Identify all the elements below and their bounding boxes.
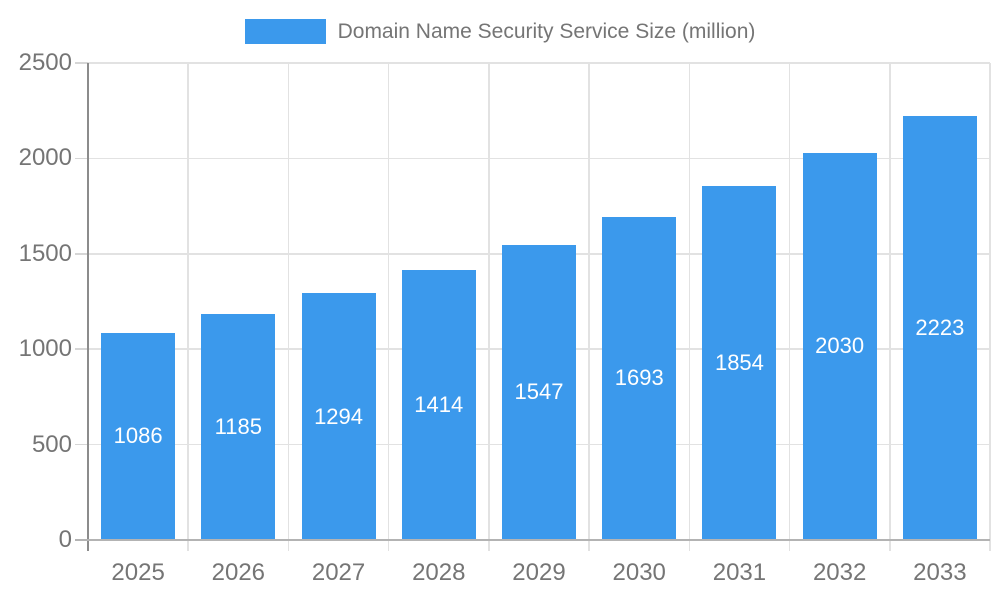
x-axis-label: 2025 (111, 559, 165, 586)
bar-value-label: 2223 (915, 314, 965, 340)
grid-line-vertical (488, 63, 490, 551)
bar-value-label: 1693 (614, 365, 664, 391)
bar[interactable]: 1185 (201, 313, 276, 540)
y-axis-label: 0 (58, 526, 72, 553)
y-axis-tick (75, 348, 88, 350)
y-axis-line (87, 63, 89, 551)
grid-line-vertical (688, 63, 691, 551)
x-axis-label: 2026 (211, 559, 266, 586)
x-axis-label: 2027 (311, 559, 366, 586)
bar-value-label: 2030 (815, 333, 865, 359)
grid-line-horizontal (88, 62, 990, 64)
grid-line-vertical (287, 63, 290, 551)
bar[interactable]: 1086 (101, 332, 176, 540)
grid-line-vertical (187, 63, 189, 551)
bar[interactable]: 1854 (702, 186, 777, 540)
y-axis-label: 2500 (18, 49, 72, 76)
y-axis-tick (75, 157, 88, 160)
bar-value-label: 1185 (214, 413, 262, 439)
legend-series-label: Domain Name Security Service Size (milli… (337, 20, 756, 43)
grid-line-vertical (889, 63, 891, 551)
bar-value-label: 1547 (514, 379, 564, 405)
x-axis-label: 2030 (612, 559, 666, 586)
x-axis-label: 2032 (812, 559, 867, 586)
y-axis-tick (75, 253, 88, 255)
chart-legend[interactable]: Domain Name Security Service Size (milli… (0, 19, 1000, 44)
y-axis-label: 1000 (18, 335, 72, 363)
y-axis-tick (75, 443, 88, 446)
y-axis-label: 2000 (18, 144, 72, 172)
bar[interactable]: 1547 (502, 244, 576, 540)
x-axis-label: 2029 (512, 559, 566, 586)
grid-line-horizontal (88, 157, 990, 160)
bar[interactable]: 1294 (301, 293, 376, 540)
x-axis-line (75, 539, 990, 541)
grid-line-vertical (788, 63, 791, 551)
bar[interactable]: 1693 (602, 216, 677, 540)
bar-value-label: 1294 (314, 403, 364, 429)
bar[interactable]: 2030 (802, 152, 877, 540)
x-axis-label: 2033 (913, 559, 967, 586)
bar[interactable]: 2223 (902, 115, 977, 540)
y-axis-label: 500 (31, 430, 72, 458)
x-axis-label: 2031 (712, 559, 767, 586)
grid-line-vertical (588, 63, 590, 551)
bar-value-label: 1854 (714, 350, 764, 376)
bar-value-label: 1414 (414, 392, 464, 418)
x-axis-label: 2028 (412, 559, 466, 586)
grid-line-vertical (989, 63, 991, 551)
y-axis-tick (75, 62, 88, 64)
grid-line-vertical (387, 63, 390, 551)
legend-swatch (244, 19, 326, 44)
y-axis-label: 1500 (18, 239, 72, 267)
bar-value-label: 1086 (113, 423, 163, 449)
bar[interactable]: 1414 (401, 270, 476, 540)
